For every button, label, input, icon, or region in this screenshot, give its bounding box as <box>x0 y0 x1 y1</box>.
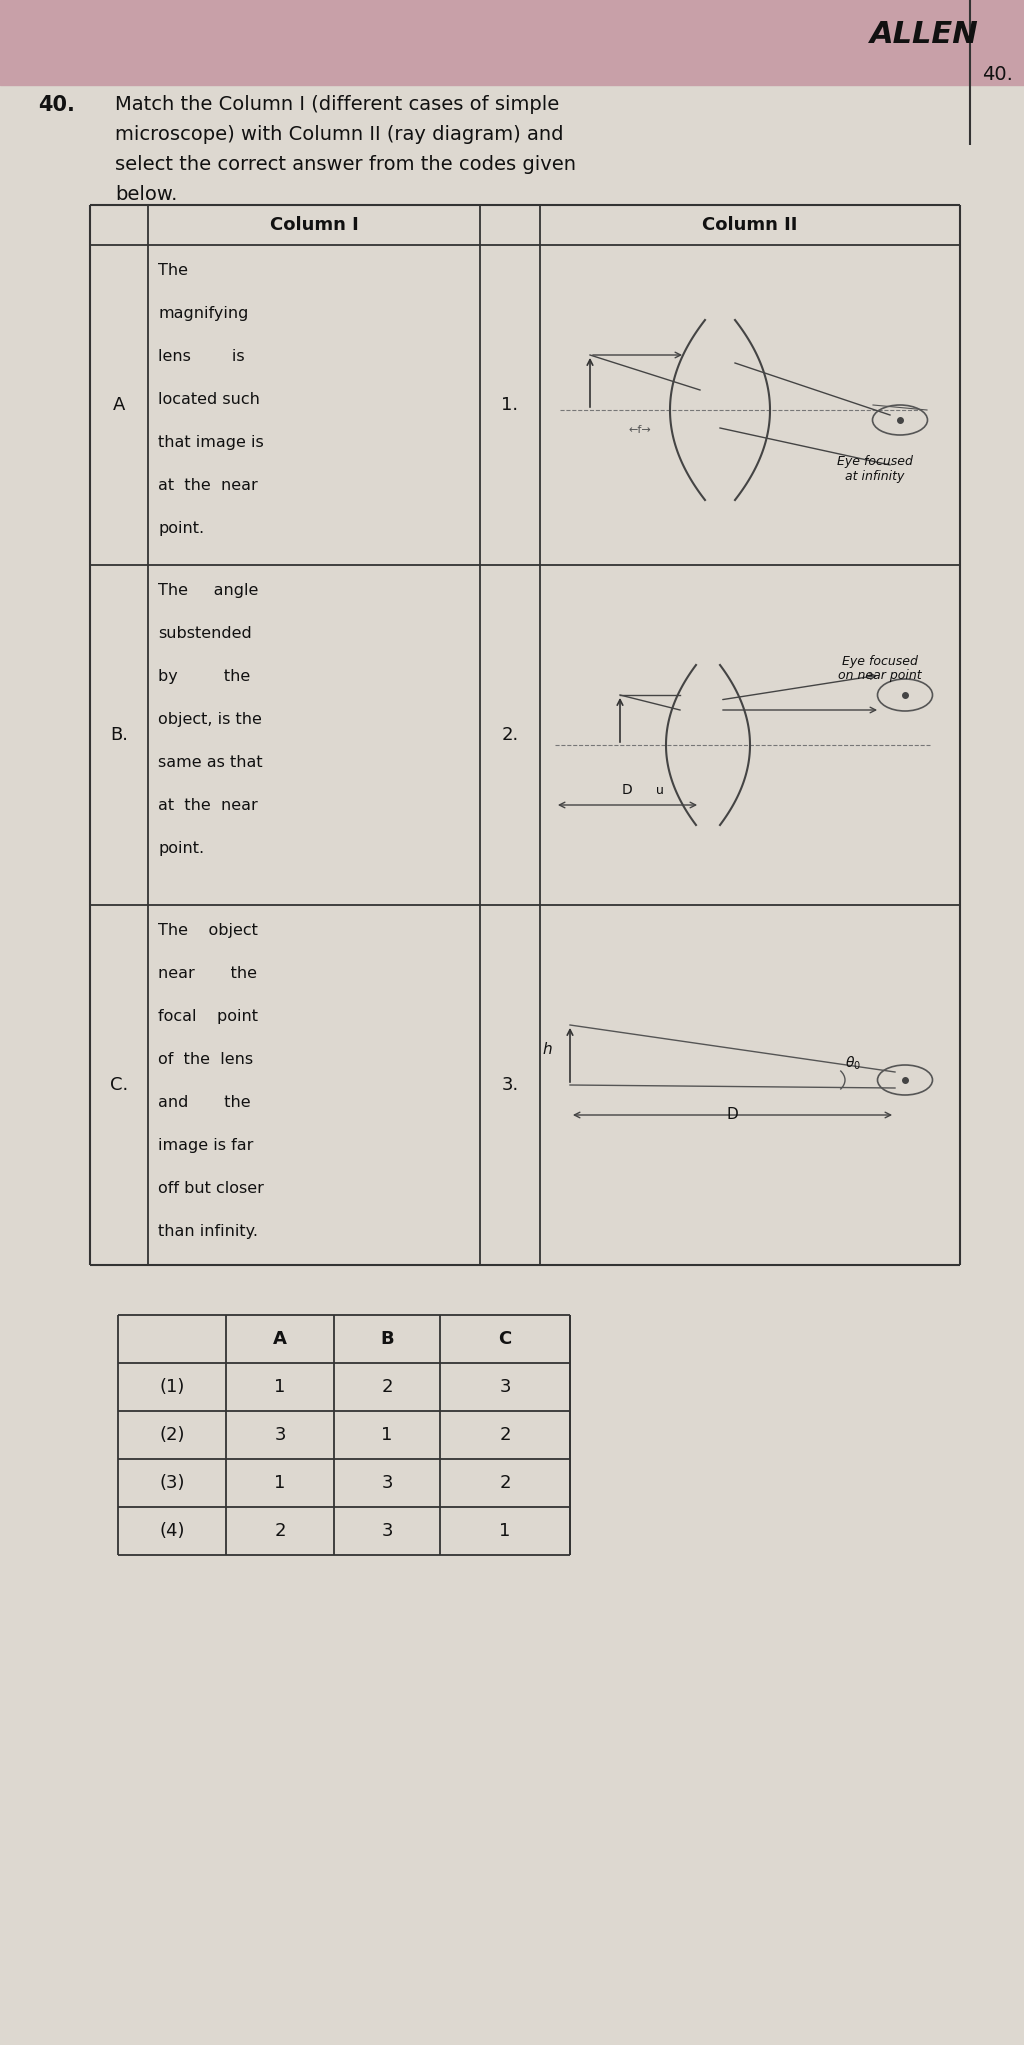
Text: The: The <box>158 264 188 278</box>
Text: 3: 3 <box>274 1425 286 1444</box>
Text: Eye focused: Eye focused <box>837 454 913 468</box>
Text: Column I: Column I <box>269 217 358 233</box>
Text: ALLEN: ALLEN <box>870 20 979 49</box>
Text: (4): (4) <box>160 1521 184 1540</box>
Text: (3): (3) <box>160 1474 184 1493</box>
Text: of  the  lens: of the lens <box>158 1051 253 1067</box>
Text: off but closer: off but closer <box>158 1182 264 1196</box>
Text: magnifying: magnifying <box>158 307 249 321</box>
Bar <box>0 0 1024 86</box>
Text: D: D <box>726 1106 738 1123</box>
Text: B: B <box>380 1329 394 1348</box>
Text: 1: 1 <box>500 1521 511 1540</box>
Text: at  the  near: at the near <box>158 798 258 814</box>
Text: located such: located such <box>158 393 260 407</box>
Text: and       the: and the <box>158 1094 251 1110</box>
Text: at infinity: at infinity <box>846 470 904 483</box>
Text: A: A <box>273 1329 287 1348</box>
Text: 1: 1 <box>381 1425 392 1444</box>
Text: 40.: 40. <box>38 94 75 115</box>
Text: 2: 2 <box>500 1474 511 1493</box>
Text: h: h <box>543 1043 552 1057</box>
Text: select the correct answer from the codes given: select the correct answer from the codes… <box>115 155 575 174</box>
Text: microscope) with Column II (ray diagram) and: microscope) with Column II (ray diagram)… <box>115 125 563 143</box>
Text: at  the  near: at the near <box>158 479 258 493</box>
Text: 3: 3 <box>381 1521 393 1540</box>
Text: 1: 1 <box>274 1378 286 1397</box>
Text: focal    point: focal point <box>158 1008 258 1025</box>
Text: D: D <box>622 783 633 798</box>
Text: point.: point. <box>158 840 204 857</box>
Text: 2: 2 <box>274 1521 286 1540</box>
Text: image is far: image is far <box>158 1137 253 1153</box>
Text: 40.: 40. <box>982 65 1013 84</box>
Text: that image is: that image is <box>158 436 264 450</box>
Text: 2.: 2. <box>502 726 518 744</box>
Text: C: C <box>499 1329 512 1348</box>
Text: 1.: 1. <box>502 397 518 413</box>
Text: 2: 2 <box>500 1425 511 1444</box>
Text: same as that: same as that <box>158 755 262 771</box>
Text: 3.: 3. <box>502 1076 518 1094</box>
Text: below.: below. <box>115 184 177 204</box>
Text: (1): (1) <box>160 1378 184 1397</box>
Text: than infinity.: than infinity. <box>158 1225 258 1239</box>
Text: The    object: The object <box>158 922 258 939</box>
Text: $\theta_0$: $\theta_0$ <box>845 1055 861 1072</box>
Text: The     angle: The angle <box>158 583 258 597</box>
Text: Column II: Column II <box>702 217 798 233</box>
Text: by         the: by the <box>158 669 250 683</box>
Text: B.: B. <box>110 726 128 744</box>
Text: u: u <box>656 783 664 798</box>
Text: ←f→: ←f→ <box>629 425 651 436</box>
Text: substended: substended <box>158 626 252 640</box>
Text: lens        is: lens is <box>158 350 245 364</box>
Text: near       the: near the <box>158 965 257 982</box>
Text: point.: point. <box>158 521 204 536</box>
Text: object, is the: object, is the <box>158 712 262 728</box>
Text: on near point: on near point <box>839 669 922 681</box>
Text: (2): (2) <box>160 1425 184 1444</box>
Text: Match the Column I (different cases of simple: Match the Column I (different cases of s… <box>115 94 559 115</box>
Text: 3: 3 <box>500 1378 511 1397</box>
Text: Eye focused: Eye focused <box>842 654 918 669</box>
Text: C.: C. <box>110 1076 128 1094</box>
Text: A: A <box>113 397 125 413</box>
Text: 2: 2 <box>381 1378 393 1397</box>
Text: 3: 3 <box>381 1474 393 1493</box>
Text: 1: 1 <box>274 1474 286 1493</box>
